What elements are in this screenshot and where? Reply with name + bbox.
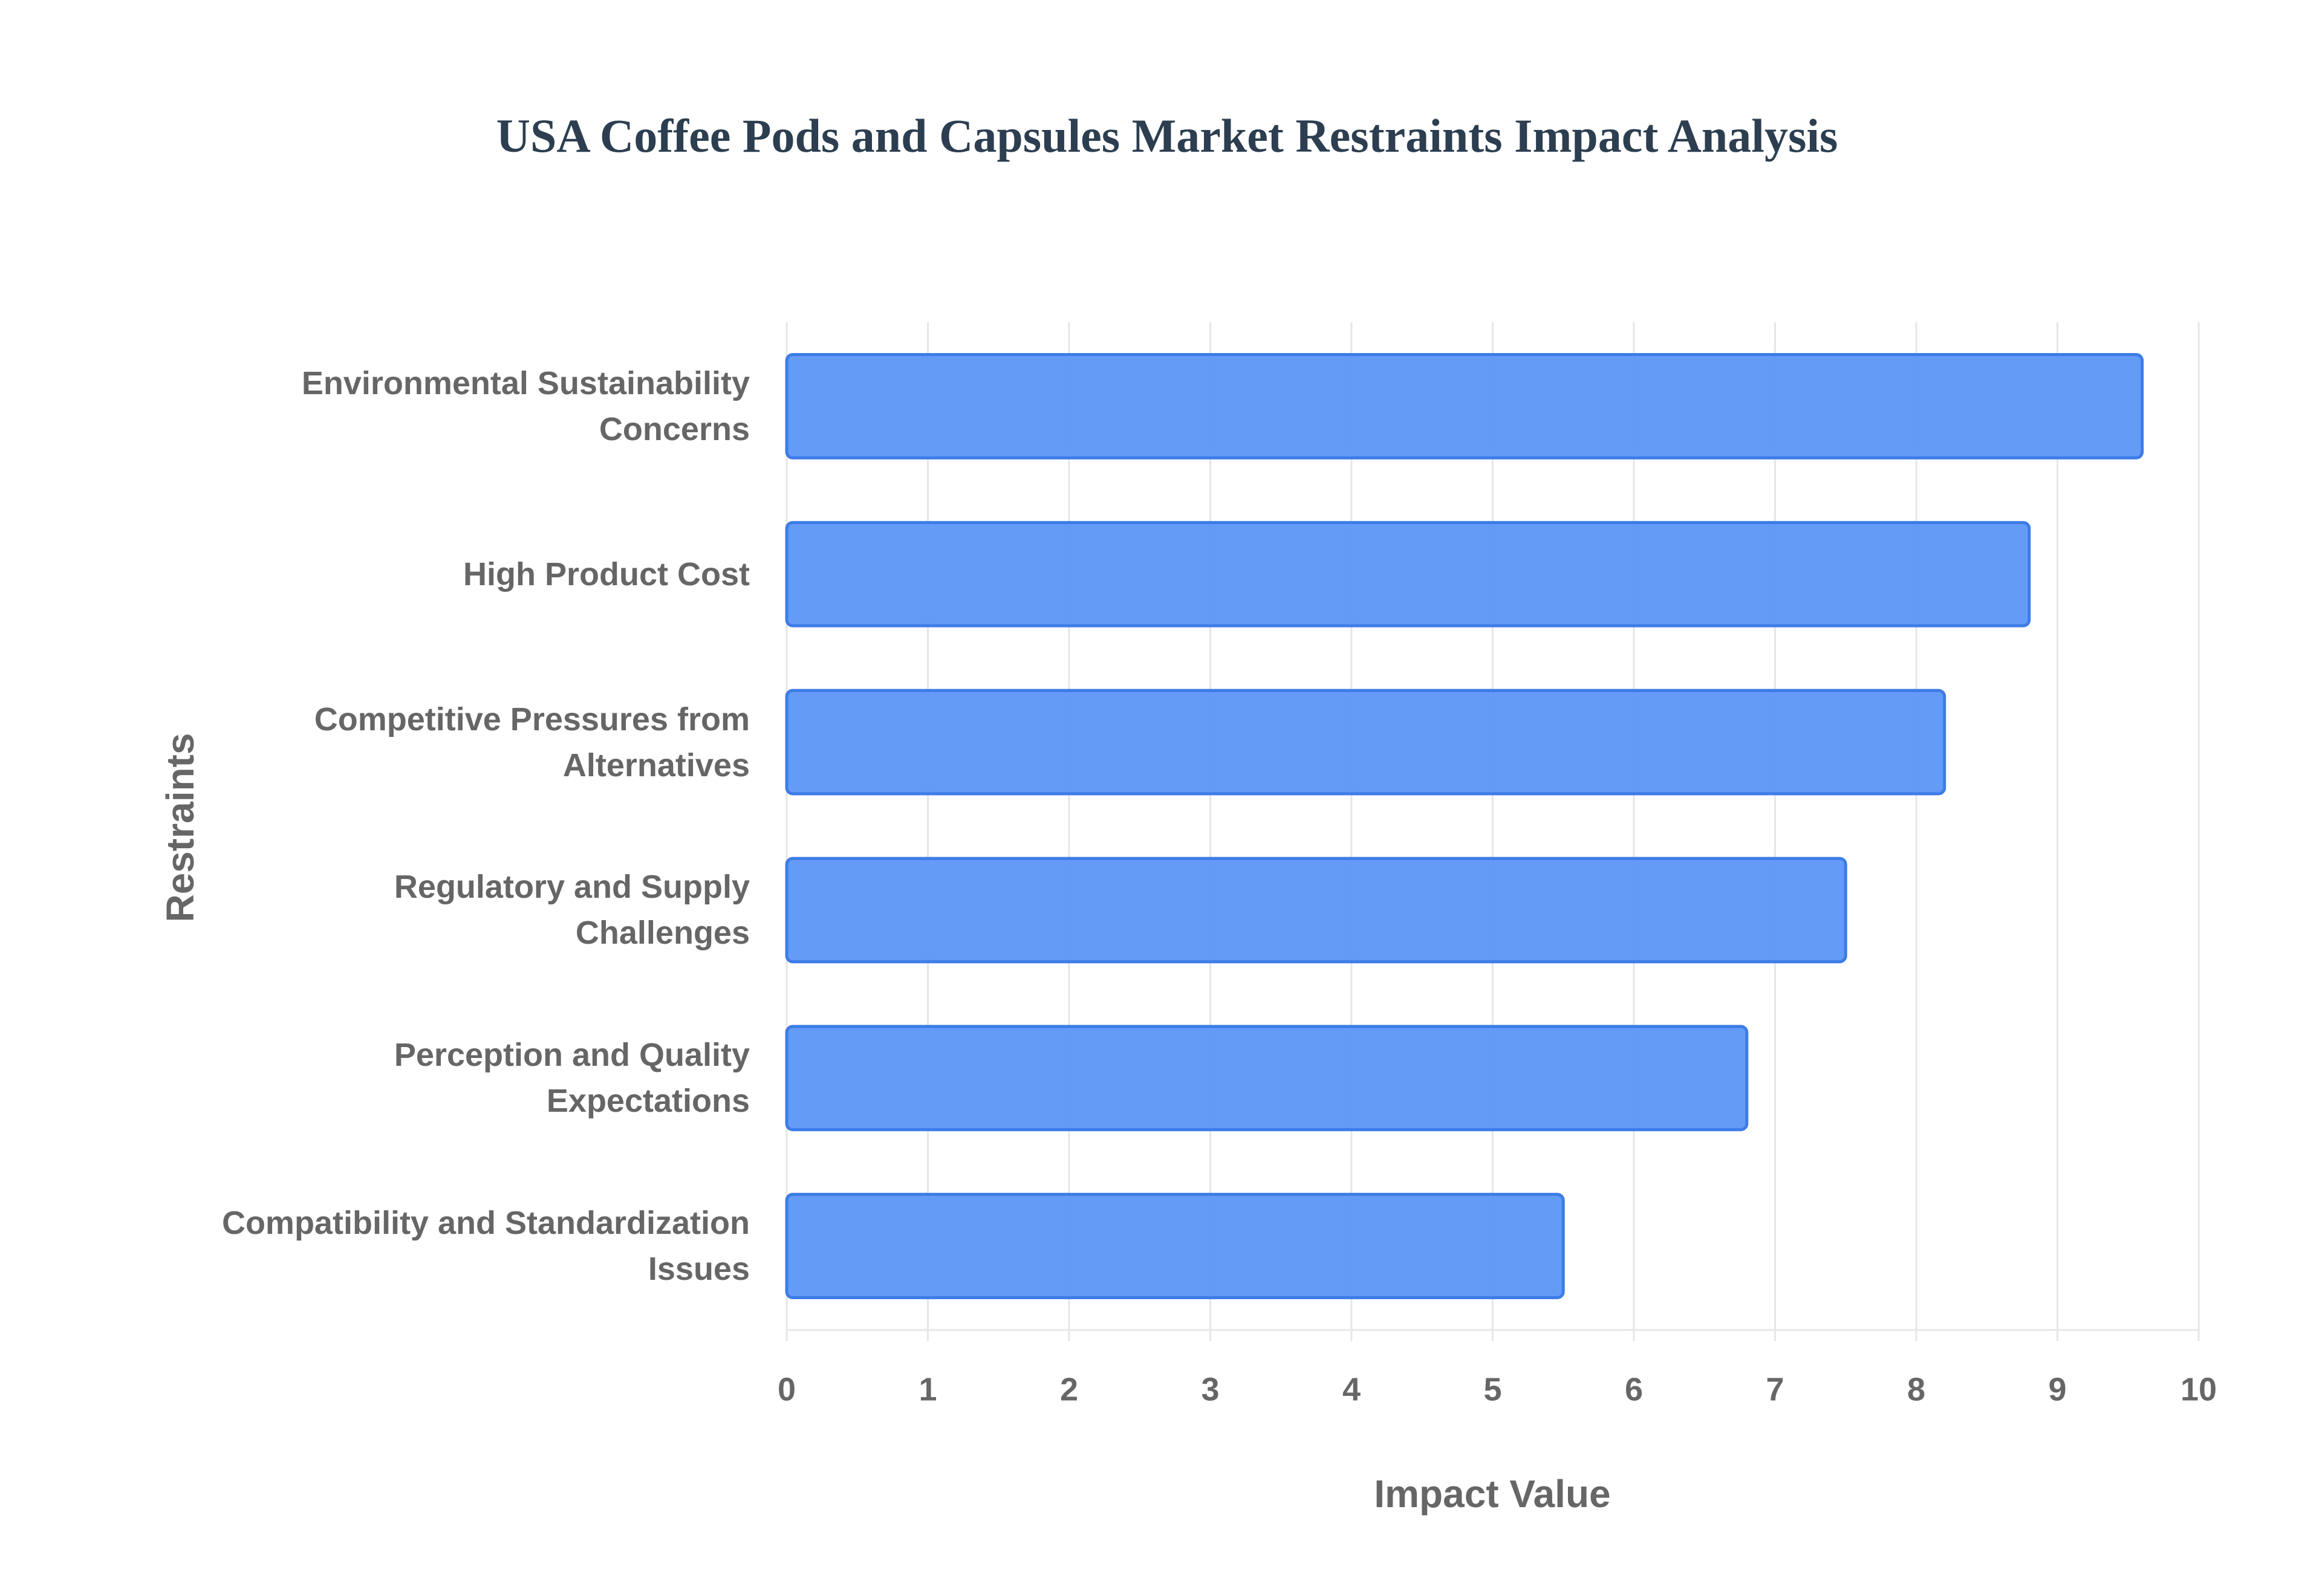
y-tick-label: Regulatory and Supply Challenges bbox=[394, 869, 750, 952]
chart-title: USA Coffee Pods and Capsules Market Rest… bbox=[496, 109, 1838, 162]
bar bbox=[785, 857, 1847, 964]
x-tick-label: 7 bbox=[1766, 1371, 1784, 1407]
bar bbox=[785, 689, 1946, 796]
y-axis-title: Restraints bbox=[158, 733, 202, 923]
bar bbox=[785, 1025, 1749, 1132]
bar bbox=[785, 521, 2031, 628]
bar bbox=[785, 1193, 1565, 1300]
bar bbox=[785, 352, 2144, 459]
x-tick-label: 4 bbox=[1342, 1371, 1361, 1407]
x-tick-label: 1 bbox=[919, 1371, 937, 1407]
x-tick-label: 5 bbox=[1483, 1371, 1501, 1407]
x-tick-label: 2 bbox=[1060, 1371, 1078, 1407]
x-tick-label: 9 bbox=[2048, 1371, 2066, 1407]
x-tick-label: 10 bbox=[2181, 1371, 2217, 1407]
y-tick-label: Compatibility and Standardization Issues bbox=[221, 1205, 750, 1288]
x-tick-label: 8 bbox=[1907, 1371, 1925, 1407]
x-tick-label: 6 bbox=[1625, 1371, 1643, 1407]
y-tick-label: Perception and Quality Expectations bbox=[394, 1037, 750, 1120]
y-tick-label: High Product Cost bbox=[463, 556, 750, 592]
x-axis-title: Impact Value bbox=[1374, 1472, 1610, 1516]
x-tick-label: 0 bbox=[778, 1371, 796, 1407]
y-tick-label: Environmental Sustainability Concerns bbox=[301, 365, 750, 447]
y-tick-label: Competitive Pressures from Alternatives bbox=[314, 701, 750, 783]
x-tick-label: 3 bbox=[1201, 1371, 1219, 1407]
